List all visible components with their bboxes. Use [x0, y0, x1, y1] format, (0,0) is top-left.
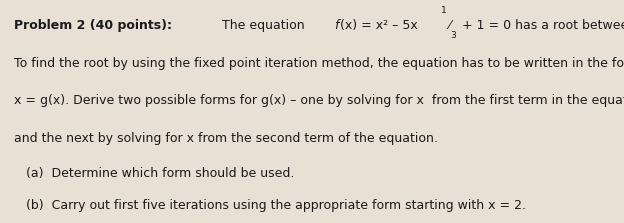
Text: + 1 = 0 has a root between x = 2 and x = 2.5.: + 1 = 0 has a root between x = 2 and x =…: [458, 19, 624, 32]
Text: To find the root by using the fixed point iteration method, the equation has to : To find the root by using the fixed poin…: [14, 57, 624, 70]
Text: (a)  Determine which form should be used.: (a) Determine which form should be used.: [14, 167, 294, 180]
Text: Problem 2 (40 points):: Problem 2 (40 points):: [14, 19, 172, 32]
Text: f: f: [334, 19, 339, 32]
Text: 1: 1: [441, 6, 446, 15]
Text: (b)  Carry out first five iterations using the appropriate form starting with x : (b) Carry out first five iterations usin…: [14, 198, 526, 211]
Text: The equation: The equation: [218, 19, 308, 32]
Text: 3: 3: [451, 31, 456, 40]
Text: ⁄: ⁄: [448, 19, 450, 32]
Text: (x) = x² – 5x: (x) = x² – 5x: [340, 19, 418, 32]
Text: and the next by solving for x from the second term of the equation.: and the next by solving for x from the s…: [14, 132, 437, 145]
Text: x = g(x). Derive two possible forms for g(x) – one by solving for x  from the fi: x = g(x). Derive two possible forms for …: [14, 94, 624, 107]
